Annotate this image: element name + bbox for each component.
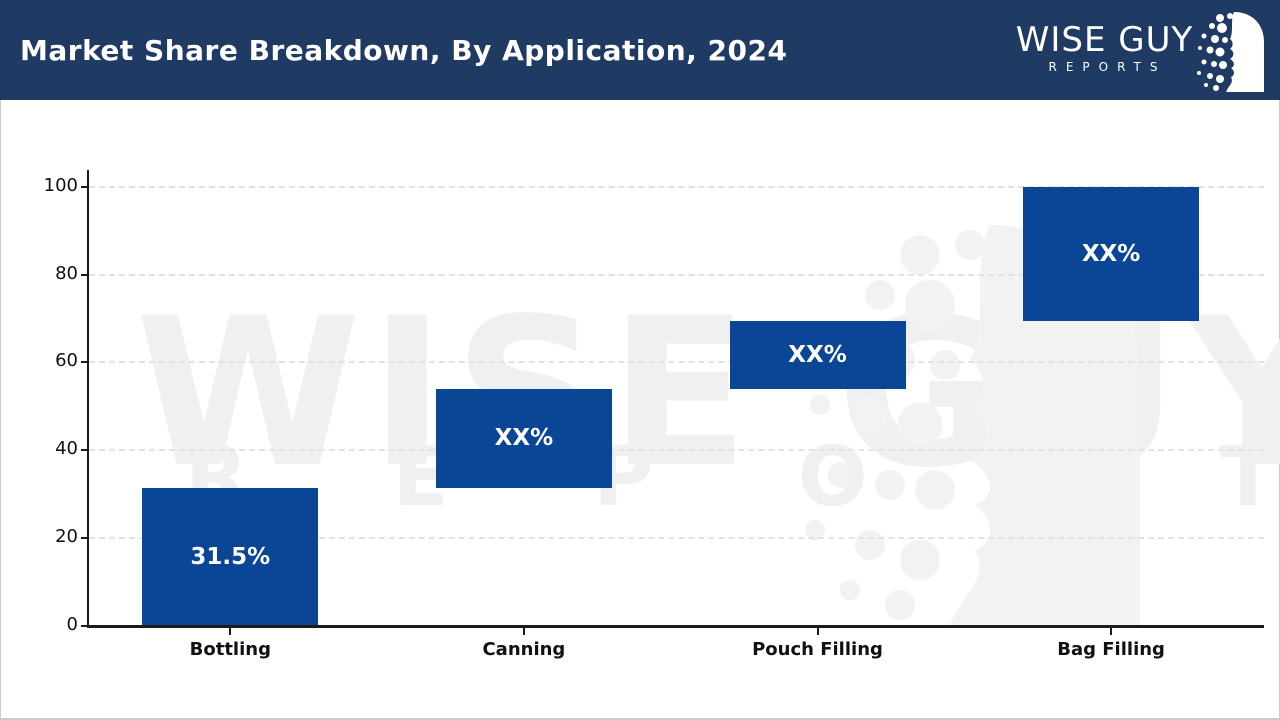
bar-value-label: XX% xyxy=(494,425,554,452)
x-axis-line xyxy=(87,625,1264,628)
logo-wordmark: WISE GUY xyxy=(1015,20,1194,60)
logo-text: WISE GUY REPORTS xyxy=(1012,22,1197,74)
logo-subtitle: REPORTS xyxy=(1048,60,1167,74)
y-gridline xyxy=(89,185,1264,188)
y-axis-tick xyxy=(81,273,89,276)
y-gridline xyxy=(89,361,1264,364)
bar-value-label: 31.5% xyxy=(190,543,271,570)
face-profile-dots-icon xyxy=(1197,12,1264,92)
y-gridline xyxy=(89,537,1264,540)
y-axis-tick xyxy=(81,625,89,627)
y-gridline xyxy=(89,449,1264,452)
y-gridline xyxy=(89,273,1264,276)
y-axis-tick-label: 80 xyxy=(55,262,78,284)
bar-bag-filling: XX% xyxy=(1023,186,1200,321)
bar-pouch-filling: XX% xyxy=(729,320,906,389)
x-axis-category-label: Pouch Filling xyxy=(752,639,883,660)
bar-value-label: XX% xyxy=(1081,240,1141,267)
x-axis-category-label: Bag Filling xyxy=(1057,639,1165,660)
wise-guy-reports-logo: WISE GUY REPORTS xyxy=(1012,8,1264,92)
x-axis-tick xyxy=(229,628,232,635)
x-axis-tick xyxy=(522,628,525,635)
y-axis-tick xyxy=(81,185,89,188)
y-axis-tick xyxy=(81,537,89,540)
x-axis-tick xyxy=(1110,628,1113,635)
y-axis-tick-label: 40 xyxy=(55,438,78,460)
y-axis-tick-label: 0 xyxy=(66,614,78,635)
x-axis-category-label: Bottling xyxy=(189,639,271,660)
y-axis-tick xyxy=(81,361,89,364)
y-axis-tick-label: 20 xyxy=(55,526,78,548)
bar-value-label: XX% xyxy=(788,341,847,368)
page-border-left xyxy=(0,100,1,720)
page-border-bottom xyxy=(0,718,1280,720)
x-axis-tick xyxy=(816,628,819,635)
x-axis-category-label: Canning xyxy=(482,639,566,660)
bar-bottling: 31.5% xyxy=(142,487,319,626)
bar-canning: XX% xyxy=(435,388,612,488)
watermark-subtitle: R E P O R T S xyxy=(185,430,1280,525)
y-axis-tick-label: 100 xyxy=(43,174,78,196)
y-axis-tick-label: 60 xyxy=(55,350,78,372)
header-banner: Market Share Breakdown, By Application, … xyxy=(0,0,1280,100)
y-axis-tick xyxy=(81,449,89,452)
page-title: Market Share Breakdown, By Application, … xyxy=(20,34,788,67)
y-axis-line xyxy=(87,170,89,628)
